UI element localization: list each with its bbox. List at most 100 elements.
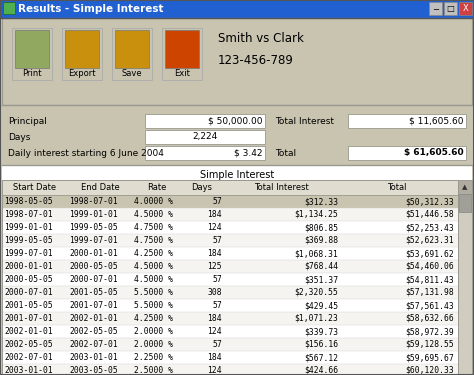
Bar bbox=[444, 2, 457, 15]
Bar bbox=[145, 130, 265, 144]
Text: Total: Total bbox=[387, 183, 407, 192]
Text: Total Interest: Total Interest bbox=[254, 183, 309, 192]
Bar bbox=[2, 286, 458, 299]
Text: 124: 124 bbox=[207, 327, 222, 336]
Text: 4.2500 %: 4.2500 % bbox=[134, 314, 173, 323]
Text: $57,561.43: $57,561.43 bbox=[405, 301, 454, 310]
Text: $1,068.31: $1,068.31 bbox=[294, 249, 338, 258]
Text: 5.5000 %: 5.5000 % bbox=[134, 288, 173, 297]
Text: Total Interest: Total Interest bbox=[275, 117, 334, 126]
Text: 5.5000 %: 5.5000 % bbox=[134, 301, 173, 310]
Bar bbox=[115, 30, 149, 68]
Text: $52,623.31: $52,623.31 bbox=[405, 236, 454, 245]
Bar bbox=[3, 2, 15, 14]
Bar bbox=[2, 208, 458, 221]
Text: 2.2500 %: 2.2500 % bbox=[134, 353, 173, 362]
Text: 2001-07-01: 2001-07-01 bbox=[69, 301, 118, 310]
Text: 2.5000 %: 2.5000 % bbox=[134, 366, 173, 375]
Text: 2000-01-01: 2000-01-01 bbox=[4, 262, 53, 271]
Bar bbox=[2, 312, 458, 325]
Text: 2001-05-05: 2001-05-05 bbox=[4, 301, 53, 310]
Bar bbox=[162, 28, 202, 80]
Text: 2002-05-05: 2002-05-05 bbox=[69, 327, 118, 336]
Text: $58,632.66: $58,632.66 bbox=[405, 314, 454, 323]
Text: 2002-07-01: 2002-07-01 bbox=[4, 353, 53, 362]
Bar bbox=[145, 114, 265, 128]
Bar bbox=[458, 180, 472, 375]
Text: 1999-01-01: 1999-01-01 bbox=[69, 210, 118, 219]
Bar bbox=[2, 221, 458, 234]
Text: $60,120.33: $60,120.33 bbox=[405, 366, 454, 375]
Text: 1998-07-01: 1998-07-01 bbox=[4, 210, 53, 219]
Text: Rate: Rate bbox=[147, 183, 167, 192]
Bar bbox=[145, 146, 265, 160]
Text: Principal: Principal bbox=[8, 117, 47, 126]
Text: 2003-01-01: 2003-01-01 bbox=[4, 366, 53, 375]
Bar bbox=[2, 180, 458, 195]
Text: 2002-01-01: 2002-01-01 bbox=[69, 314, 118, 323]
Bar bbox=[62, 28, 102, 80]
Text: $59,128.55: $59,128.55 bbox=[405, 340, 454, 349]
Text: 2002-01-01: 2002-01-01 bbox=[4, 327, 53, 336]
Text: 2000-07-01: 2000-07-01 bbox=[4, 288, 53, 297]
Text: 2000-05-05: 2000-05-05 bbox=[69, 262, 118, 271]
Text: Daily interest starting 6 June 2004: Daily interest starting 6 June 2004 bbox=[8, 150, 164, 159]
Bar bbox=[0, 18, 474, 105]
Text: $ 3.42: $ 3.42 bbox=[235, 148, 263, 158]
Bar bbox=[2, 165, 472, 375]
Bar bbox=[12, 28, 52, 80]
Bar bbox=[2, 299, 458, 312]
Text: 1999-07-01: 1999-07-01 bbox=[4, 249, 53, 258]
Text: Simple Interest: Simple Interest bbox=[200, 170, 274, 180]
Text: $351.37: $351.37 bbox=[304, 275, 338, 284]
Text: 308: 308 bbox=[207, 288, 222, 297]
Text: Days: Days bbox=[191, 183, 212, 192]
Text: Save: Save bbox=[122, 69, 142, 78]
Text: 2000-07-01: 2000-07-01 bbox=[69, 275, 118, 284]
Text: 184: 184 bbox=[207, 249, 222, 258]
Text: $806.85: $806.85 bbox=[304, 223, 338, 232]
Text: $ 11,605.60: $ 11,605.60 bbox=[410, 117, 464, 126]
Text: $53,691.62: $53,691.62 bbox=[405, 249, 454, 258]
Bar bbox=[2, 325, 458, 338]
Bar bbox=[2, 180, 458, 375]
Text: 1999-05-05: 1999-05-05 bbox=[4, 236, 53, 245]
Text: $2,320.55: $2,320.55 bbox=[294, 288, 338, 297]
Bar bbox=[458, 180, 472, 194]
Text: 2002-05-05: 2002-05-05 bbox=[4, 340, 53, 349]
Text: $50,312.33: $50,312.33 bbox=[405, 197, 454, 206]
Text: Days: Days bbox=[8, 134, 30, 142]
Bar bbox=[0, 0, 474, 18]
Bar bbox=[2, 105, 472, 165]
Text: $429.45: $429.45 bbox=[304, 301, 338, 310]
Bar bbox=[459, 2, 472, 15]
Text: $51,446.58: $51,446.58 bbox=[405, 210, 454, 219]
Text: $312.33: $312.33 bbox=[304, 197, 338, 206]
Text: $1,134.25: $1,134.25 bbox=[294, 210, 338, 219]
Text: $369.88: $369.88 bbox=[304, 236, 338, 245]
Bar bbox=[2, 351, 458, 364]
Text: Exit: Exit bbox=[174, 69, 190, 78]
Text: 4.2500 %: 4.2500 % bbox=[134, 249, 173, 258]
Text: $57,131.98: $57,131.98 bbox=[405, 288, 454, 297]
Bar bbox=[429, 2, 442, 15]
Text: 4.5000 %: 4.5000 % bbox=[134, 262, 173, 271]
Text: $1,071.23: $1,071.23 bbox=[294, 314, 338, 323]
Bar bbox=[2, 18, 472, 105]
Text: 4.5000 %: 4.5000 % bbox=[134, 210, 173, 219]
Bar bbox=[2, 273, 458, 286]
Text: 124: 124 bbox=[207, 366, 222, 375]
Text: 184: 184 bbox=[207, 314, 222, 323]
Bar bbox=[15, 30, 49, 68]
Text: 1998-07-01: 1998-07-01 bbox=[69, 197, 118, 206]
Text: 4.7500 %: 4.7500 % bbox=[134, 236, 173, 245]
Bar bbox=[2, 338, 458, 351]
Text: Smith vs Clark: Smith vs Clark bbox=[218, 32, 304, 45]
Text: 57: 57 bbox=[212, 275, 222, 284]
Text: $424.66: $424.66 bbox=[304, 366, 338, 375]
Text: 125: 125 bbox=[207, 262, 222, 271]
Text: 1999-05-05: 1999-05-05 bbox=[69, 223, 118, 232]
Text: X: X bbox=[463, 4, 468, 13]
Text: 2001-05-05: 2001-05-05 bbox=[69, 288, 118, 297]
Text: Total: Total bbox=[275, 150, 296, 159]
